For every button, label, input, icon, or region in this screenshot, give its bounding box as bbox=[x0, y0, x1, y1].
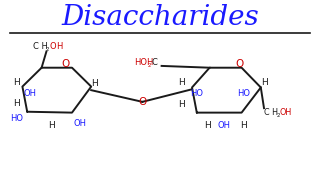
Text: C: C bbox=[151, 58, 157, 67]
Text: H: H bbox=[240, 121, 247, 130]
Text: O: O bbox=[50, 42, 56, 51]
Text: Disaccharides: Disaccharides bbox=[61, 4, 259, 31]
Text: OH: OH bbox=[280, 108, 292, 117]
Text: H: H bbox=[178, 100, 185, 109]
Text: 2: 2 bbox=[148, 63, 151, 68]
Text: OH: OH bbox=[24, 89, 37, 98]
Text: HOH: HOH bbox=[134, 58, 154, 67]
Text: H: H bbox=[56, 42, 62, 51]
Text: HO: HO bbox=[10, 114, 23, 123]
Text: H: H bbox=[12, 78, 20, 87]
Text: O: O bbox=[138, 97, 147, 107]
Text: H: H bbox=[178, 78, 185, 87]
Text: HO: HO bbox=[237, 89, 250, 98]
Text: H: H bbox=[91, 79, 98, 88]
Text: H: H bbox=[260, 78, 268, 87]
Text: C H: C H bbox=[33, 42, 47, 51]
Text: H: H bbox=[204, 121, 211, 130]
Text: H: H bbox=[48, 121, 55, 130]
Text: OH: OH bbox=[74, 119, 86, 128]
Text: OH: OH bbox=[218, 121, 230, 130]
Text: O: O bbox=[61, 58, 70, 69]
Text: H: H bbox=[12, 99, 20, 108]
Text: HO: HO bbox=[190, 89, 203, 98]
Text: 2: 2 bbox=[276, 113, 280, 118]
Text: C H: C H bbox=[264, 108, 278, 117]
Text: 2: 2 bbox=[46, 47, 49, 52]
Text: O: O bbox=[235, 58, 244, 69]
